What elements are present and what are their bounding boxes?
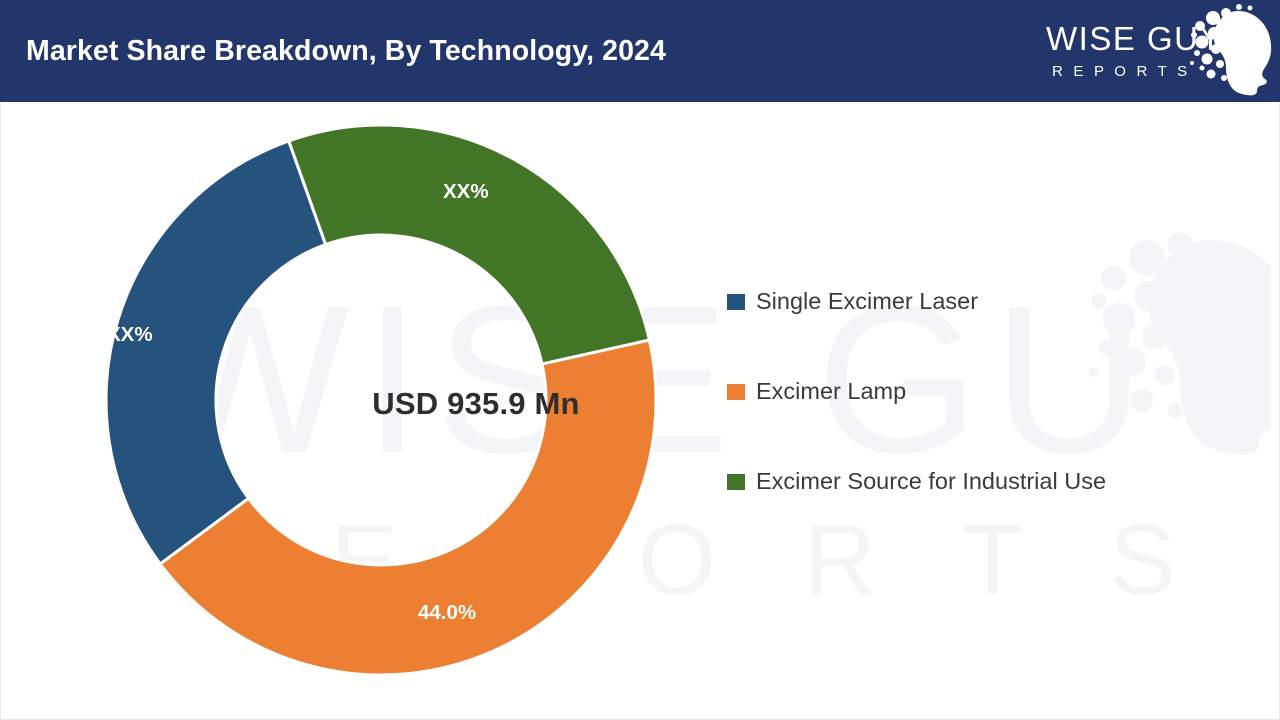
logo-line1: WISE GUY [1046, 20, 1223, 57]
donut-svg [104, 123, 658, 677]
chart-legend: Single Excimer Laser Excimer Lamp Excime… [727, 257, 1247, 527]
slice-data-label-excimer-source-for-industrial-use: XX% [443, 180, 489, 203]
chart-area: WISE GUY R E P O R T S XX% XX% 44.0% USD… [0, 102, 1280, 720]
wise-guy-reports-logo: WISE GUY R E P O R T S [1046, 4, 1272, 96]
legend-swatch-icon [727, 294, 745, 310]
page-title: Market Share Breakdown, By Technology, 2… [26, 35, 666, 67]
logo-head-icon [1190, 4, 1272, 96]
legend-swatch-icon [727, 384, 745, 400]
legend-item-label: Single Excimer Laser [756, 288, 979, 315]
donut-slice[interactable] [286, 123, 652, 366]
legend-item-excimer-source-for-industrial-use[interactable]: Excimer Source for Industrial Use [727, 437, 1247, 527]
legend-item-excimer-lamp[interactable]: Excimer Lamp [727, 347, 1247, 437]
legend-swatch-icon [727, 474, 745, 490]
donut-center-value: USD 935.9 Mn [372, 386, 580, 421]
header-bar: Market Share Breakdown, By Technology, 2… [0, 0, 1280, 102]
slice-data-label-single-excimer-laser: XX% [107, 323, 153, 346]
logo-line2: R E P O R T S [1052, 63, 1190, 80]
legend-item-label: Excimer Lamp [756, 378, 907, 405]
donut-slice[interactable] [158, 338, 658, 677]
slice-data-label-excimer-lamp: 44.0% [418, 601, 477, 624]
donut-slice[interactable] [104, 139, 328, 567]
legend-item-label: Excimer Source for Industrial Use [756, 468, 1107, 495]
donut-chart: XX% XX% 44.0% USD 935.9 Mn [96, 102, 676, 701]
legend-item-single-excimer-laser[interactable]: Single Excimer Laser [727, 257, 1247, 347]
